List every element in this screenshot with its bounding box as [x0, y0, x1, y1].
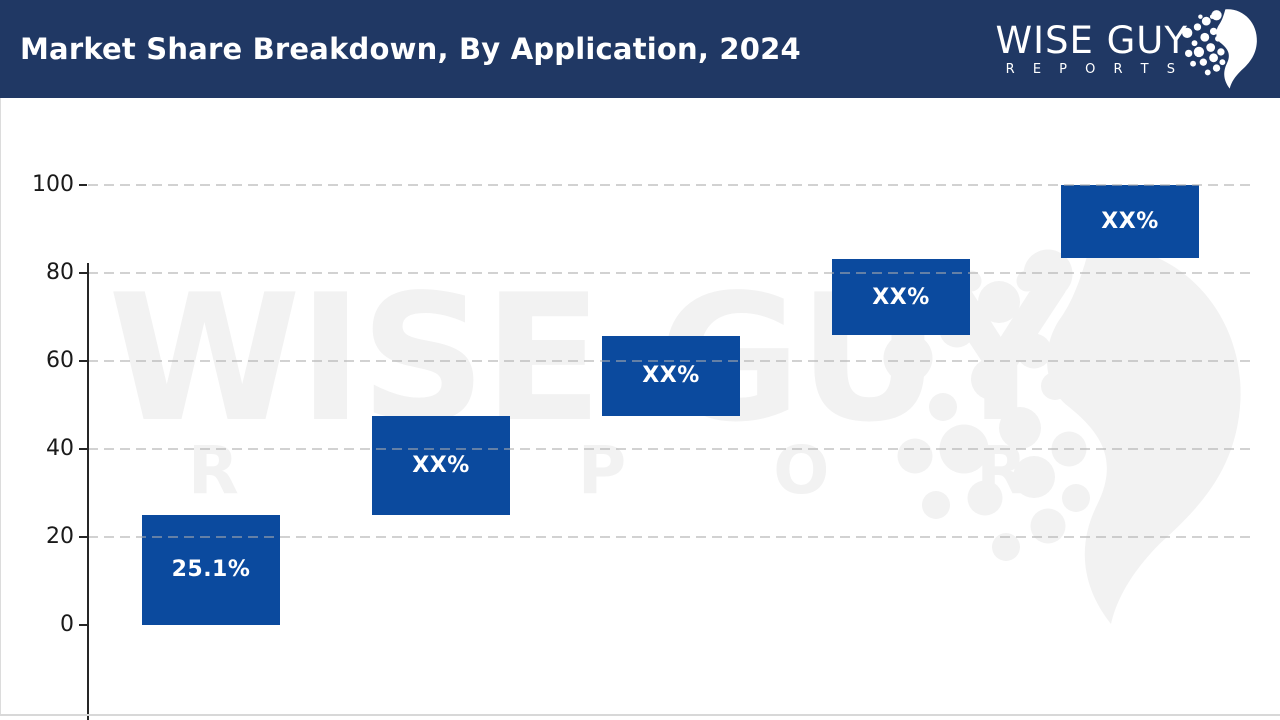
y-tick-label-40: 40: [46, 436, 74, 461]
gridline-y-20: [88, 536, 1256, 538]
bar-value-label: XX%: [642, 363, 700, 389]
frame-left-border: [0, 98, 1, 716]
gridline-y-80: [88, 272, 1256, 274]
gridline-y-40: [88, 448, 1256, 450]
y-tick-label-60: 60: [46, 348, 74, 373]
y-tick-mark-100: [79, 184, 87, 186]
header-band: Market Share Breakdown, By Application, …: [0, 0, 1280, 98]
bar-sanding: XX%: [602, 336, 740, 416]
bar-drilling: 25.1%: [142, 514, 280, 625]
y-tick-label-20: 20: [46, 524, 74, 549]
bar-cutting: XX%: [372, 416, 510, 515]
frame-bottom-border: [0, 714, 1280, 716]
y-axis-line: [87, 263, 89, 720]
gridline-y-100: [88, 184, 1256, 186]
bar-value-label: XX%: [872, 284, 930, 310]
y-tick-mark-20: [79, 536, 87, 538]
y-tick-mark-60: [79, 360, 87, 362]
bar-grinding: XX%: [1061, 185, 1199, 259]
bar-value-label: XX%: [1101, 209, 1159, 235]
brand-name: WISE GUY: [995, 19, 1188, 62]
brand-logo-text: WISE GUY R E P O R T S: [996, 22, 1188, 76]
y-tick-label-0: 0: [60, 612, 74, 637]
bar-value-label: 25.1%: [171, 557, 251, 583]
bar-impact-wrench: XX%: [832, 258, 970, 336]
brand-logo: WISE GUY R E P O R T S: [996, 5, 1262, 93]
y-tick-mark-40: [79, 448, 87, 450]
y-tick-label-80: 80: [46, 260, 74, 285]
bar-value-label: XX%: [412, 452, 470, 478]
y-tick-label-100: 100: [32, 172, 74, 197]
brand-subtitle: R E P O R T S: [1005, 62, 1182, 77]
chart-title: Market Share Breakdown, By Application, …: [20, 32, 801, 66]
head-dots-logo-icon: [1182, 9, 1257, 89]
y-tick-mark-0: [79, 624, 87, 626]
y-tick-mark-80: [79, 272, 87, 274]
gridline-y-60: [88, 360, 1256, 362]
plot-area: 02040608010025.1%DrillingXX%CuttingXX%Sa…: [0, 98, 1280, 720]
